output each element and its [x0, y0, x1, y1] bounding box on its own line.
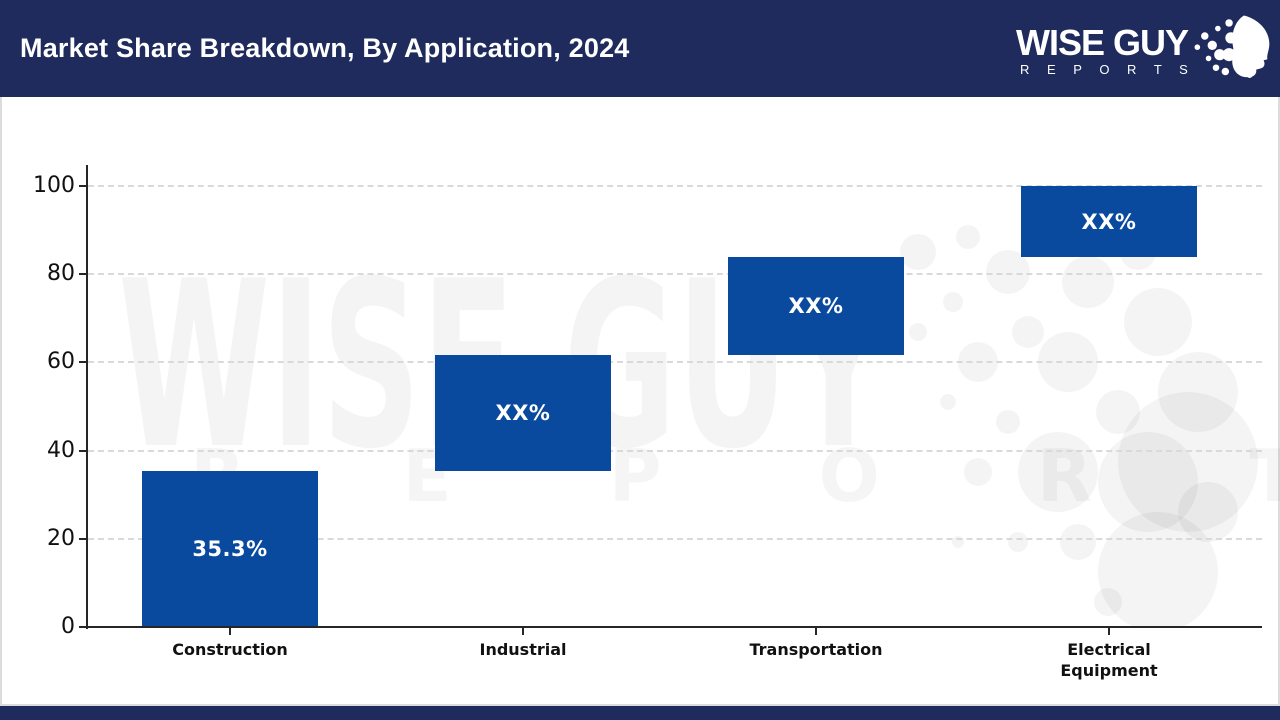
- gridline: [88, 449, 1262, 452]
- x-category-line: Industrial: [479, 640, 567, 659]
- bar-value-label: 35.3%: [192, 537, 268, 562]
- x-category-label: Construction: [140, 640, 320, 661]
- bar-electrical-equipment: XX%: [1021, 186, 1197, 257]
- x-category-line: Transportation: [749, 640, 883, 659]
- bar-value-label: XX%: [495, 401, 551, 426]
- gridline: [88, 361, 1262, 364]
- brand-face-icon: [1194, 15, 1270, 78]
- x-tick-mark: [229, 628, 231, 635]
- brand-logo: WISE GUY R E P O R T S: [1016, 10, 1270, 90]
- gridline: [88, 537, 1262, 540]
- y-tick-label: 80: [47, 261, 75, 287]
- x-tick-mark: [522, 628, 524, 635]
- page-title: Market Share Breakdown, By Application, …: [20, 33, 630, 63]
- brand-name: WISE GUY: [1016, 22, 1189, 63]
- bar-construction: 35.3%: [142, 471, 318, 627]
- header-band: Market Share Breakdown, By Application, …: [0, 0, 1280, 97]
- x-category-line: Equipment: [1060, 660, 1158, 680]
- bar-industrial: XX%: [435, 355, 611, 472]
- y-tick-label: 40: [47, 437, 75, 463]
- bar-value-label: XX%: [788, 294, 844, 319]
- y-tick-mark: [79, 449, 87, 452]
- bar-value-label: XX%: [1081, 209, 1137, 234]
- gridline: [88, 185, 1262, 187]
- bar-transportation: XX%: [728, 257, 904, 356]
- watermark-brand-subname: R E P O R T S: [190, 440, 1280, 512]
- x-category-label: Electrical Equipment: [1019, 640, 1199, 682]
- x-tick-mark: [1108, 628, 1110, 635]
- y-tick-mark: [79, 273, 87, 276]
- gridline: [88, 273, 1262, 276]
- x-category-label: Transportation: [726, 640, 906, 661]
- brand-subname: R E P O R T S: [1020, 62, 1195, 77]
- x-category-label: Industrial: [433, 640, 613, 661]
- y-tick-label: 0: [61, 614, 75, 639]
- footer-band: [0, 706, 1280, 720]
- x-category-line: Electrical: [1067, 640, 1151, 659]
- y-axis-spine: [86, 165, 88, 629]
- y-tick-mark: [79, 537, 87, 540]
- watermark-face-icon: [900, 225, 1258, 626]
- y-tick-mark: [79, 626, 87, 628]
- x-axis-spine: [86, 626, 1262, 628]
- x-category-line: Construction: [172, 640, 288, 659]
- y-tick-label: 60: [47, 349, 75, 375]
- y-tick-mark: [79, 361, 87, 364]
- x-tick-mark: [815, 628, 817, 635]
- y-tick-label: 20: [47, 525, 75, 551]
- y-tick-label: 100: [33, 173, 75, 198]
- content-frame: [0, 97, 1280, 706]
- y-tick-mark: [79, 185, 87, 187]
